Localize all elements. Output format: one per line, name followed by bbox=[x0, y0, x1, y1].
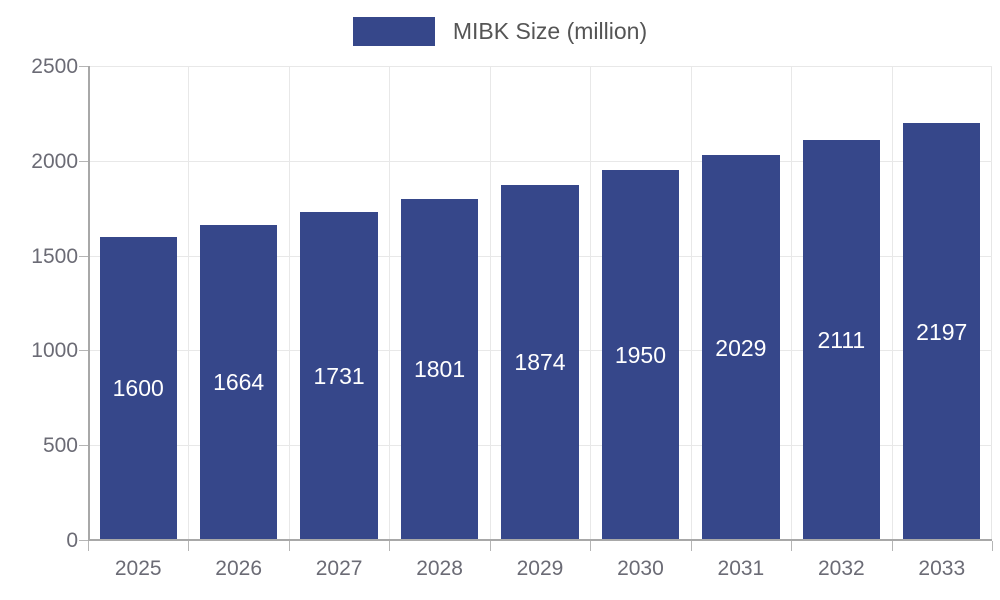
bar-value-label-2025: 1600 bbox=[112, 375, 164, 402]
y-tick-label-2500: 2500 bbox=[31, 55, 78, 78]
y-tick-label-1500: 1500 bbox=[31, 244, 78, 268]
y-axis-spine bbox=[88, 66, 90, 541]
x-axis-spine bbox=[88, 539, 992, 541]
x-tick-mark-6 bbox=[691, 541, 692, 551]
x-tick-mark-3 bbox=[389, 541, 390, 551]
y-tick-mark-2500 bbox=[79, 66, 88, 67]
bar-value-label-2031: 2029 bbox=[715, 334, 767, 361]
y-tick-label-0: 0 bbox=[66, 529, 78, 552]
x-tick-label-2030: 2030 bbox=[617, 557, 664, 580]
bar-value-label-2033: 2197 bbox=[916, 318, 968, 345]
y-tick-mark-2000 bbox=[79, 161, 88, 162]
x-tick-mark-4 bbox=[490, 541, 491, 551]
y-tick-mark-0 bbox=[79, 540, 88, 541]
bar-2025[interactable] bbox=[99, 236, 177, 540]
x-tick-label-2033: 2033 bbox=[918, 557, 966, 580]
x-tick-mark-0 bbox=[88, 541, 89, 551]
gridline-y-2500 bbox=[88, 66, 992, 67]
x-tick-mark-5 bbox=[590, 541, 591, 551]
bar-2029[interactable] bbox=[501, 184, 579, 540]
bar-2033[interactable] bbox=[903, 123, 981, 540]
legend-swatch-icon bbox=[352, 16, 435, 46]
gridline-y-2000 bbox=[88, 160, 992, 162]
gridline-x-2 bbox=[289, 66, 290, 540]
y-tick-mark-500 bbox=[79, 445, 88, 446]
y-tick-label-500: 500 bbox=[42, 434, 78, 458]
bar-2026[interactable] bbox=[199, 224, 278, 540]
bar-2030[interactable] bbox=[601, 170, 680, 540]
gridline-x-6 bbox=[691, 66, 692, 540]
bar-value-label-2026: 1664 bbox=[213, 369, 265, 396]
x-tick-mark-1 bbox=[188, 541, 189, 551]
x-tick-label-2025: 2025 bbox=[114, 557, 162, 580]
legend-label: MIBK Size (million) bbox=[452, 17, 648, 44]
x-tick-label-2031: 2031 bbox=[717, 557, 765, 580]
bar-2032[interactable] bbox=[802, 139, 880, 540]
x-tick-label-2028: 2028 bbox=[416, 557, 463, 580]
x-tick-label-2027: 2027 bbox=[315, 557, 363, 580]
x-tick-mark-2 bbox=[289, 541, 290, 551]
x-tick-label-2026: 2026 bbox=[215, 557, 263, 580]
bar-value-label-2028: 1801 bbox=[413, 356, 466, 383]
y-tick-mark-1000 bbox=[79, 350, 88, 351]
bar-value-label-2029: 1874 bbox=[514, 349, 566, 376]
bar-value-label-2032: 2111 bbox=[817, 326, 866, 353]
x-tick-label-2032: 2032 bbox=[817, 557, 865, 580]
gridline-x-1 bbox=[188, 66, 189, 540]
gridline-x-7 bbox=[791, 66, 792, 540]
bar-value-label-2027: 1731 bbox=[313, 362, 365, 389]
bar-value-label-2030: 1950 bbox=[614, 342, 667, 369]
x-tick-mark-8 bbox=[892, 541, 893, 551]
y-tick-label-1000: 1000 bbox=[31, 339, 78, 363]
y-tick-label-2000: 2000 bbox=[31, 149, 78, 173]
bar-2028[interactable] bbox=[400, 198, 479, 540]
x-tick-mark-end bbox=[992, 541, 993, 551]
y-tick-mark-1500 bbox=[79, 256, 88, 257]
gridline-x-4 bbox=[490, 66, 491, 540]
bar-2031[interactable] bbox=[702, 155, 780, 540]
gridline-x-5 bbox=[590, 66, 591, 540]
plot-area: 1600 1664 1731 1801 1874 1950 2029 2111 2197 bbox=[88, 66, 992, 541]
gridline-x-3 bbox=[389, 66, 390, 540]
x-tick-label-2029: 2029 bbox=[516, 557, 564, 580]
gridline-x-8 bbox=[892, 66, 893, 540]
chart-legend: MIBK Size (million) bbox=[0, 0, 1000, 62]
legend-entry-mibk-size[interactable]: MIBK Size (million) bbox=[352, 16, 648, 46]
x-tick-mark-7 bbox=[791, 541, 792, 551]
bar-2027[interactable] bbox=[300, 211, 378, 540]
